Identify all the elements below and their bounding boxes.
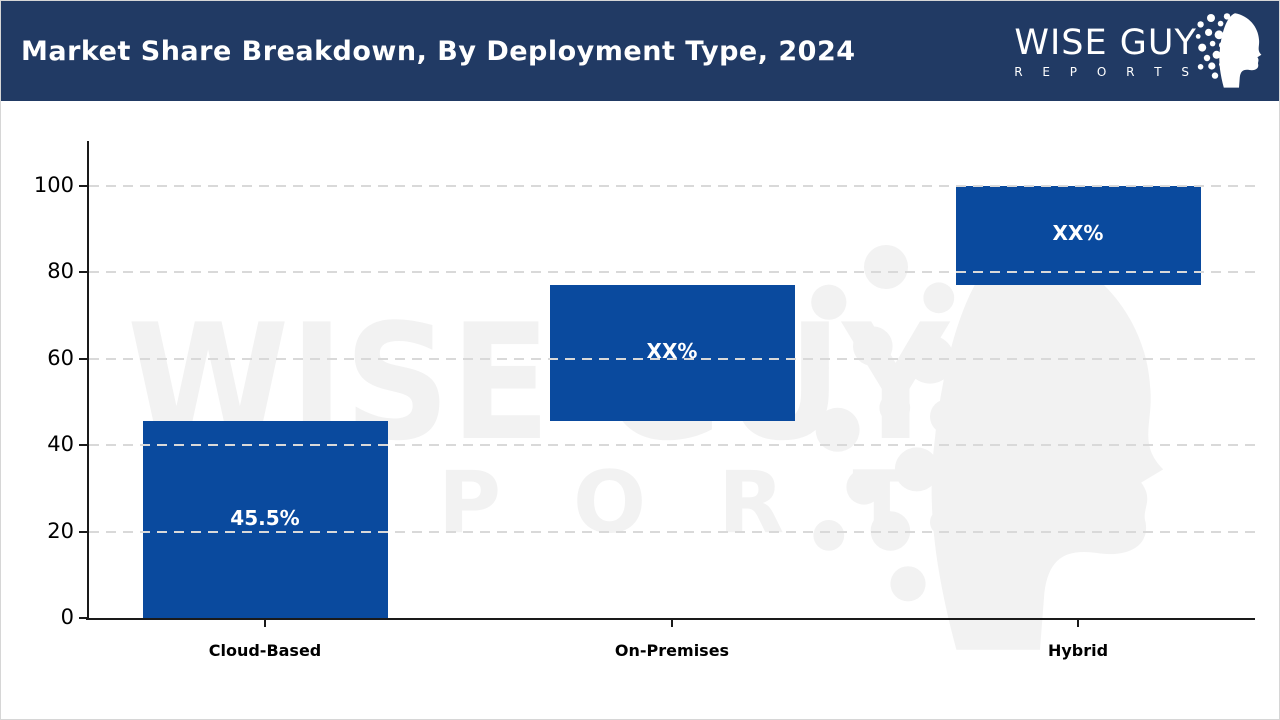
logo-subtitle: R E P O R T S xyxy=(1014,64,1197,79)
y-axis-tick-label: 80 xyxy=(47,259,74,284)
plot-area: 45.5% XX% XX% 0 20 40 60 80 100 Cloud-Based On-Pre… xyxy=(1,101,1279,719)
gridline-y100 xyxy=(89,184,1255,187)
gridline-y80 xyxy=(89,271,1255,274)
y-axis-tick xyxy=(79,357,88,360)
gridline-y60 xyxy=(89,357,1255,360)
bar-value-label: 45.5% xyxy=(230,505,300,530)
x-axis-tick xyxy=(1077,620,1079,627)
gridline-y20 xyxy=(89,530,1255,533)
y-axis-tick xyxy=(79,184,88,187)
x-axis-category-label: On-Premises xyxy=(614,641,730,660)
wise-guy-reports-logo: WISE GUY R E P O R T S xyxy=(1014,9,1263,95)
bar-hybrid xyxy=(955,185,1201,286)
y-axis-line xyxy=(87,141,89,620)
y-axis-tick-label: 100 xyxy=(33,172,74,197)
y-axis-tick xyxy=(79,444,88,447)
y-axis-tick-label: 40 xyxy=(47,432,74,457)
y-axis-tick xyxy=(79,271,88,274)
bar-cloud-based xyxy=(142,421,388,618)
x-axis-category-label: Cloud-Based xyxy=(208,641,322,660)
dotted-head-logo-icon xyxy=(1191,9,1263,95)
x-axis-line xyxy=(86,618,1255,620)
header-band: Market Share Breakdown, By Deployment Ty… xyxy=(1,1,1279,101)
y-axis-tick-label: 60 xyxy=(47,345,74,370)
y-axis-tick xyxy=(79,530,88,533)
y-axis-tick-label: 0 xyxy=(60,605,74,629)
x-axis-tick xyxy=(671,620,673,627)
x-axis-tick xyxy=(264,620,266,627)
bar-on-premises xyxy=(549,285,795,422)
gridline-y40 xyxy=(89,444,1255,447)
bar-value-label: XX% xyxy=(646,339,698,364)
logo-wordmark: WISE GUY xyxy=(1014,22,1197,63)
y-axis-tick-label: 20 xyxy=(47,518,74,543)
bar-value-label: XX% xyxy=(1052,221,1104,246)
y-axis-tick xyxy=(79,617,88,619)
x-axis-category-label: Hybrid xyxy=(1047,641,1109,660)
chart-title: Market Share Breakdown, By Deployment Ty… xyxy=(21,35,856,67)
watermark-dotted-head-icon xyxy=(759,223,1189,663)
